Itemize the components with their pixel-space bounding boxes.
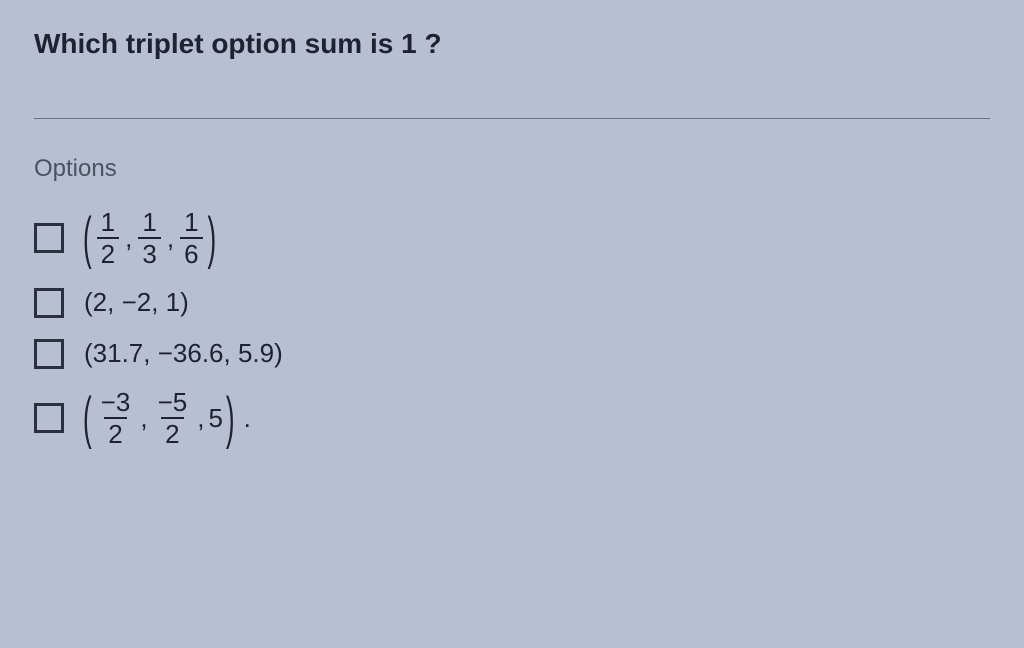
option-text: (31.7, −36.6, 5.9) xyxy=(82,338,285,369)
fraction: 12 xyxy=(97,209,119,267)
option-content: (2, −2, 1) xyxy=(82,287,191,318)
option-row: (12,13,16) xyxy=(34,209,990,267)
checkbox[interactable] xyxy=(34,223,64,253)
option-row: (−32,−52,5). xyxy=(34,389,990,447)
trailing-dot: . xyxy=(244,403,251,434)
fraction: −52 xyxy=(154,389,192,447)
option-row: (2, −2, 1) xyxy=(34,287,990,318)
comma: , xyxy=(123,223,134,254)
fraction-num: 1 xyxy=(138,209,160,237)
option-content: (31.7, −36.6, 5.9) xyxy=(82,338,285,369)
fraction-num: 1 xyxy=(180,209,202,237)
open-paren: ( xyxy=(82,204,93,272)
fraction-den: 6 xyxy=(180,237,202,267)
comma: , xyxy=(165,223,176,254)
page: Which triplet option sum is 1 ? Options … xyxy=(0,0,1024,648)
options-list: (12,13,16) (2, −2, 1) (31.7, −36.6, 5.9) (−… xyxy=(34,209,990,447)
fraction-den: 2 xyxy=(161,417,183,447)
checkbox[interactable] xyxy=(34,403,64,433)
fraction-num: 1 xyxy=(97,209,119,237)
fraction: −32 xyxy=(97,389,135,447)
fraction-den: 2 xyxy=(104,417,126,447)
fraction-num: −5 xyxy=(154,389,192,417)
fraction: 16 xyxy=(180,209,202,267)
comma: , xyxy=(195,403,206,434)
fraction-den: 2 xyxy=(97,237,119,267)
question-text: Which triplet option sum is 1 ? xyxy=(34,28,990,60)
open-paren: ( xyxy=(82,384,93,452)
close-paren: ) xyxy=(225,384,236,452)
fraction: 13 xyxy=(138,209,160,267)
fraction-num: −3 xyxy=(97,389,135,417)
checkbox[interactable] xyxy=(34,339,64,369)
option-content: (12,13,16) xyxy=(82,209,217,267)
divider xyxy=(34,118,990,119)
option-row: (31.7, −36.6, 5.9) xyxy=(34,338,990,369)
options-heading: Options xyxy=(34,155,990,183)
close-paren: ) xyxy=(207,204,218,272)
fraction-den: 3 xyxy=(138,237,160,267)
option-term: 5 xyxy=(206,403,224,434)
checkbox[interactable] xyxy=(34,288,64,318)
option-content: (−32,−52,5). xyxy=(82,389,251,447)
comma: , xyxy=(138,403,149,434)
option-text: (2, −2, 1) xyxy=(82,287,191,318)
